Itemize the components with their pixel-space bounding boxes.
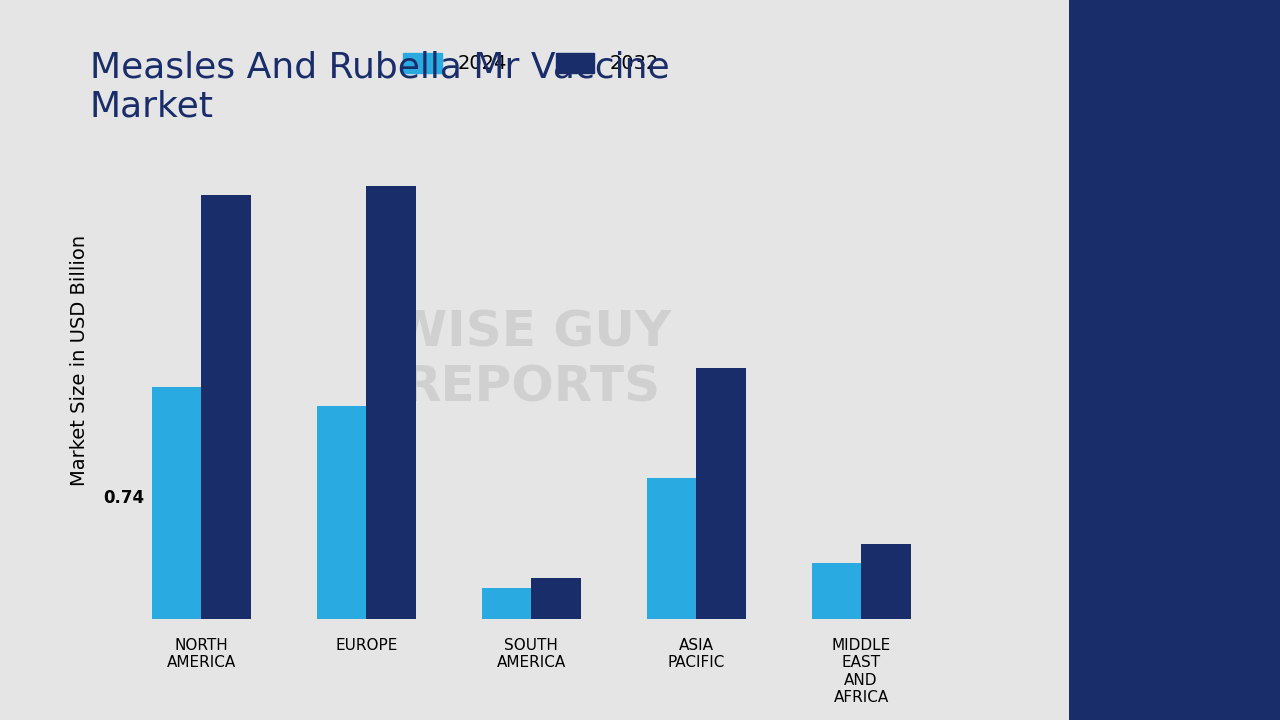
Y-axis label: Market Size in USD Billion: Market Size in USD Billion — [69, 235, 88, 485]
Legend: 2024, 2032: 2024, 2032 — [393, 43, 669, 83]
Bar — [152, 387, 201, 619]
Bar — [317, 405, 366, 619]
Text: Measles And Rubella Mr Vaccine
Market: Measles And Rubella Mr Vaccine Market — [90, 50, 669, 124]
Text: 0.74: 0.74 — [104, 490, 145, 508]
Text: WISE GUY
REPORTS: WISE GUY REPORTS — [392, 308, 671, 412]
Bar — [201, 195, 251, 619]
Bar — [366, 186, 416, 619]
Bar — [861, 544, 910, 619]
Bar — [646, 478, 696, 619]
Bar — [696, 368, 746, 619]
Bar — [481, 588, 531, 619]
Bar — [812, 562, 861, 619]
Bar — [531, 578, 581, 619]
